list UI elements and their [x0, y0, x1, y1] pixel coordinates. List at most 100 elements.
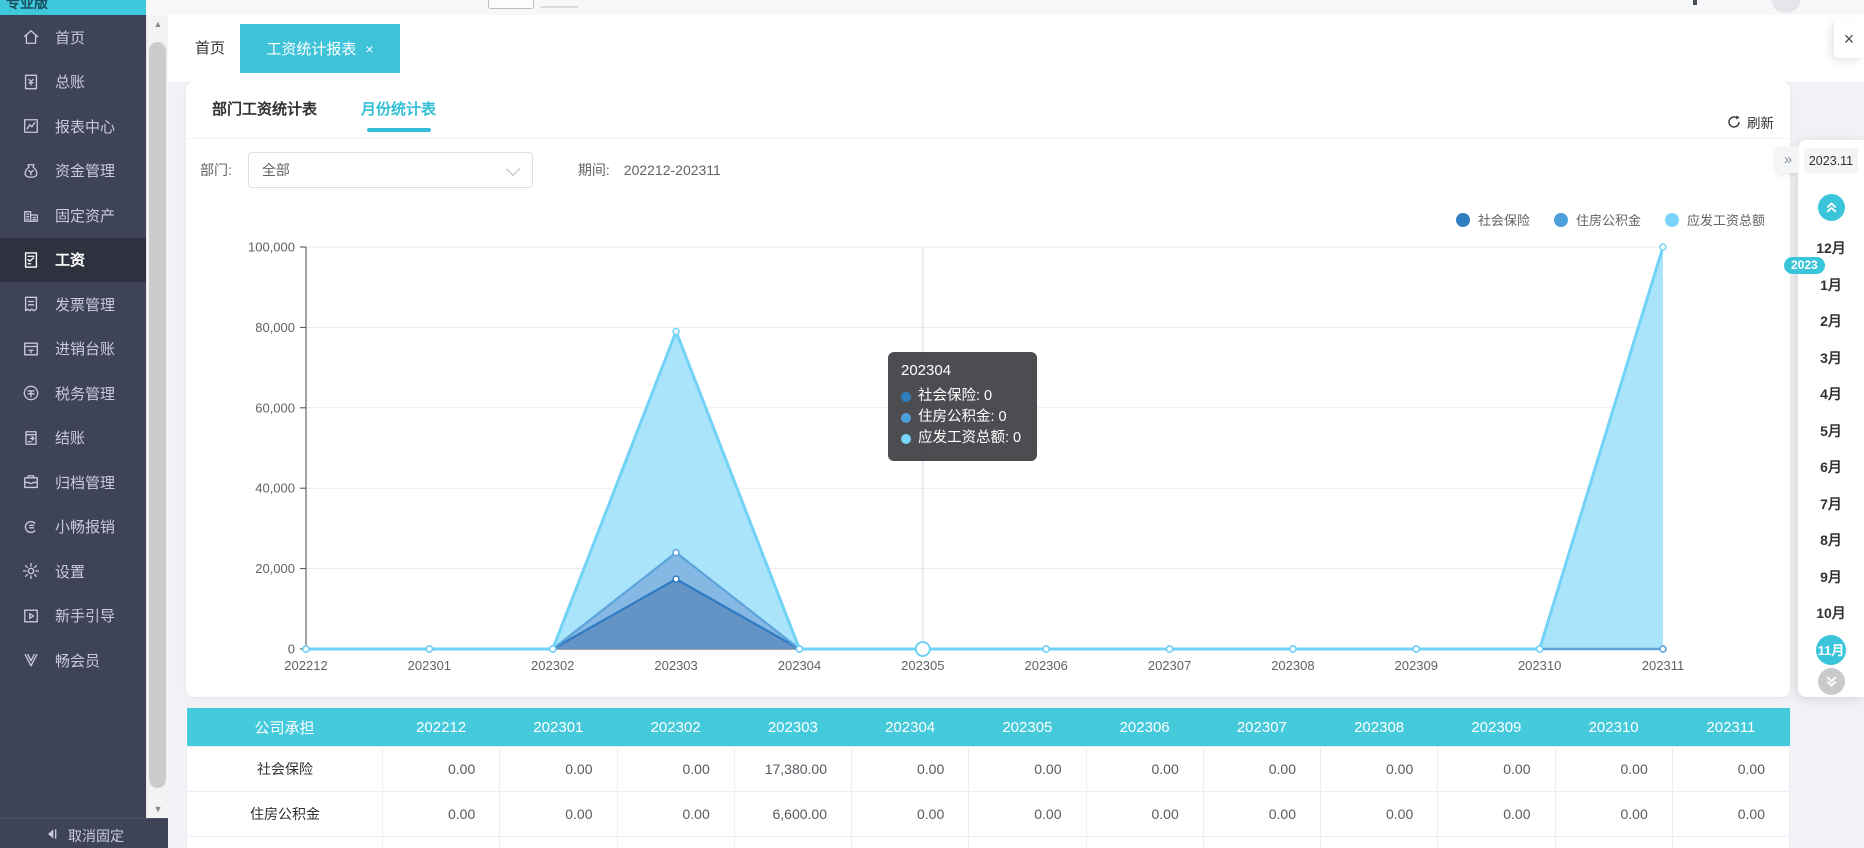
close-panel-button[interactable]: × [1834, 20, 1864, 58]
svg-text:80,000: 80,000 [255, 320, 295, 335]
table-header-cell: 202308 [1320, 708, 1438, 747]
table-cell: 0.00 [1202, 791, 1322, 837]
month-item-6月[interactable]: 6月 [1820, 459, 1842, 476]
table-cell: 0.00 [1202, 836, 1322, 848]
sidebar-item-invoice[interactable]: 发票管理 [0, 282, 146, 327]
sidebar-item-label: 小畅报销 [55, 519, 116, 537]
sidebar-item-tax[interactable]: 税务管理 [0, 371, 146, 416]
department-label: 部门: [200, 162, 232, 178]
scrollbar-thumb[interactable] [149, 42, 166, 788]
sidebar-item-funds[interactable]: 资金管理 [0, 149, 146, 194]
month-item-3月[interactable]: 3月 [1820, 349, 1842, 366]
invoice-icon [21, 294, 41, 314]
table-header-cell: 202310 [1555, 708, 1673, 747]
unpin-sidebar-button[interactable]: 取消固定 [0, 818, 168, 848]
top-header-strip: 专业版 [0, 0, 1864, 15]
close-tab-icon[interactable]: × [365, 40, 374, 57]
tab-monthly-stats[interactable]: 月份统计表 [361, 82, 436, 138]
table-cell: 0.00 [968, 746, 1087, 792]
guide-icon [21, 606, 41, 626]
member-icon [21, 650, 41, 670]
tab-home[interactable]: 首页 [195, 40, 226, 57]
month-item-2月[interactable]: 2月 [1820, 313, 1842, 330]
sidebar-item-fixed-assets[interactable]: 固定资产 [0, 193, 146, 238]
svg-text:60,000: 60,000 [255, 400, 295, 415]
sidebar-item-report-center[interactable]: 报表中心 [0, 104, 146, 149]
collapse-panel-tab[interactable]: » [1777, 146, 1799, 173]
sidebar-item-guide[interactable]: 新手引导 [0, 594, 146, 639]
salary-monthly-chart[interactable]: 0 20,000 40,000 60,000 80,000 100,000 202212 20… [186, 230, 1790, 697]
header-control-fragment [488, 0, 534, 9]
table-row: 住房公积金 0.00 0.00 0.00 6,600.00 0.00 0.00 0.00 0.0… [186, 791, 1790, 837]
sidebar-item-label: 税务管理 [55, 385, 116, 403]
current-period: 2023.11 [1804, 148, 1858, 173]
legend-dot [1664, 212, 1679, 227]
close-icon: × [1843, 28, 1855, 49]
period-value: 202212-202311 [623, 162, 721, 178]
svg-text:40,000: 40,000 [255, 481, 295, 496]
sidebar-item-ledger[interactable]: 总账 [0, 60, 146, 105]
sidebar-item-member[interactable]: 畅会员 [0, 638, 146, 683]
svg-text:202308: 202308 [1271, 658, 1314, 673]
month-item-11月[interactable]: 11月 [1816, 632, 1846, 669]
table-cell: 0.00 [968, 836, 1087, 848]
home-icon [21, 27, 41, 47]
refresh-button[interactable]: 刷新 [1725, 108, 1776, 136]
table-header-cell: 202305 [968, 708, 1086, 747]
row-label: 应发工资总额 [186, 836, 383, 848]
legend-dot [1455, 212, 1470, 227]
sidebar-item-home[interactable]: 首页 [0, 15, 146, 60]
header-divider-fragment [540, 6, 578, 8]
sidebar-item-salary[interactable]: 工资 [0, 237, 146, 282]
month-item-7月[interactable]: 7月 [1820, 495, 1842, 512]
sidebar-item-closing[interactable]: 结账 [0, 416, 146, 461]
fixed-assets-icon [21, 205, 41, 225]
month-item-8月[interactable]: 8月 [1820, 532, 1842, 549]
table-cell: 0.00 [1554, 791, 1673, 837]
table-cell: 0.00 [1085, 836, 1204, 848]
sidebar-nav: 首页 总账 报表中心 资金管理 固定资产 工资 发票管理 进销台账 税务管理 结… [0, 15, 146, 683]
month-item-1月[interactable]: 1月 [1820, 276, 1842, 293]
svg-text:100,000: 100,000 [248, 240, 295, 255]
department-select[interactable]: 全部 [247, 152, 533, 188]
scroll-down-icon[interactable]: ▼ [153, 804, 163, 814]
legend-item-3[interactable]: 应发工资总额 [1664, 210, 1765, 229]
sidebar-item-label: 资金管理 [55, 163, 116, 181]
table-cell: 0.00 [1437, 836, 1556, 848]
month-item-10月[interactable]: 10月 [1816, 605, 1846, 622]
sidebar-item-reimburse[interactable]: 小畅报销 [0, 505, 146, 550]
header-icon-fragment [1693, 0, 1697, 5]
month-item-5月[interactable]: 5月 [1820, 422, 1842, 439]
unpin-icon [44, 826, 60, 845]
table-cell: 0.00 [1554, 836, 1673, 848]
month-item-4月[interactable]: 4月 [1820, 386, 1842, 403]
sidebar-item-purchase-sales[interactable]: 进销台账 [0, 327, 146, 372]
unpin-label: 取消固定 [68, 828, 124, 844]
table-header-cell: 202307 [1203, 708, 1321, 747]
avatar [1771, 0, 1801, 13]
months-page-down-button[interactable] [1817, 668, 1845, 695]
sidebar-item-settings[interactable]: 设置 [0, 549, 146, 594]
report-subtabs: 部门工资统计表 月份统计表 刷新 [186, 82, 1790, 139]
month-panel: 2023.11 12月 1月 2月 3月 4月 5月 6月 7月 8月 9月 10月 11月 [1798, 140, 1864, 697]
tab-salary-report[interactable]: 工资统计报表 × [240, 24, 400, 73]
svg-text:202310: 202310 [1518, 658, 1561, 673]
months-page-up-button[interactable] [1817, 194, 1845, 221]
tab-department-salary[interactable]: 部门工资统计表 [212, 101, 318, 118]
legend-item-1[interactable]: 社会保险 [1455, 210, 1530, 229]
table-cell: 0.00 [616, 836, 735, 848]
chevron-down-icon [505, 161, 520, 177]
month-item-9月[interactable]: 9月 [1820, 568, 1842, 585]
table-cell: 0.00 [1319, 836, 1439, 848]
closing-icon [21, 428, 41, 448]
month-item-12月[interactable]: 12月 [1816, 240, 1846, 257]
tax-icon [21, 383, 41, 403]
sidebar-item-archive[interactable]: 归档管理 [0, 460, 146, 505]
chart-legend: 社会保险 住房公积金 应发工资总额 [1455, 210, 1765, 229]
sidebar-scrollbar[interactable]: ▲ ▼ [146, 15, 169, 818]
table-cell: 0.00 [968, 791, 1087, 837]
legend-item-2[interactable]: 住房公积金 [1553, 210, 1641, 229]
table-cell: 0.00 [499, 836, 618, 848]
svg-text:202302: 202302 [531, 658, 574, 673]
scroll-up-icon[interactable]: ▲ [153, 19, 163, 29]
